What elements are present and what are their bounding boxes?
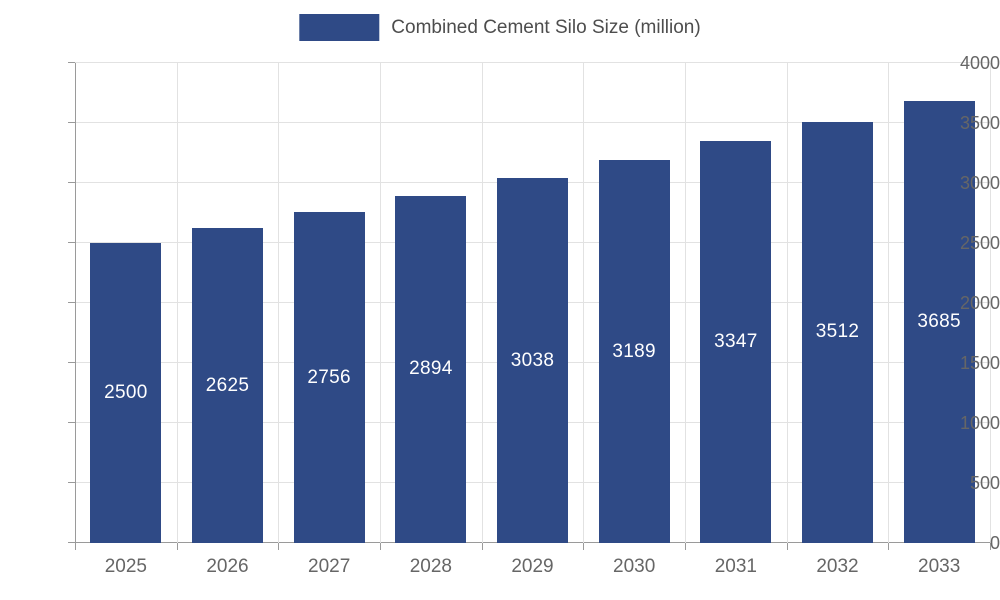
x-tick-mark [583,543,585,550]
bar-2032[interactable]: 3512 [801,121,874,543]
y-axis-line [75,63,76,543]
v-gridline [380,63,381,543]
bar-2029[interactable]: 3038 [496,178,569,543]
x-tick-label-2025: 2025 [104,556,147,577]
y-tick-mark [68,242,75,243]
y-tick-label: 1000 [959,413,1000,433]
bar-value-label: 3685 [917,310,961,332]
y-tick-label: 1500 [959,353,1000,373]
bar-value-label: 3512 [815,321,860,343]
legend-swatch [299,14,380,41]
v-gridline [481,63,483,543]
x-tick-mark [685,543,686,550]
legend-label: Combined Cement Silo Size (million) [391,16,701,38]
bar-value-label: 3189 [612,340,656,362]
bar-value-label: 2500 [104,382,148,403]
bar-2027[interactable]: 2756 [293,212,365,543]
bar-2028[interactable]: 2894 [395,195,467,543]
y-tick-mark [68,62,75,63]
h-gridline [75,62,990,63]
y-tick-mark [68,362,75,363]
bar-2025[interactable]: 2500 [90,243,162,543]
y-tick-label: 4000 [959,53,1000,73]
y-tick-label: 3500 [959,113,1000,133]
x-tick-mark [176,543,178,550]
v-gridline [583,63,585,543]
y-tick-label: 3000 [959,173,1000,193]
x-tick-label-2033: 2033 [918,556,961,577]
y-tick-label: 0 [989,533,1000,553]
bar-value-label: 2625 [205,374,250,396]
bar-value-label: 3347 [714,331,758,353]
x-tick-mark [786,543,788,550]
y-tick-mark [68,302,75,303]
y-tick-mark [68,482,75,483]
v-gridline [990,63,991,543]
v-gridline [176,63,178,543]
bar-value-label: 2894 [409,358,453,380]
x-tick-label-2032: 2032 [816,556,859,577]
y-tick-label: 2000 [959,293,1000,313]
x-tick-label-2027: 2027 [308,556,351,577]
y-tick-mark [68,542,75,543]
x-tick-mark [380,543,381,550]
x-tick-mark [75,543,76,550]
x-tick-mark [990,543,991,550]
x-tick-label-2030: 2030 [613,556,656,577]
v-gridline [278,63,280,543]
v-gridline [786,63,788,543]
x-tick-mark [278,543,280,550]
bar-2030[interactable]: 3189 [598,160,670,543]
x-tick-label-2026: 2026 [206,556,249,577]
v-gridline [888,63,890,543]
bar-2026[interactable]: 2625 [191,228,264,543]
y-tick-label: 500 [969,473,1000,493]
y-tick-mark [68,422,75,423]
bar-value-label: 2756 [307,366,351,388]
h-gridline [75,122,990,123]
y-tick-mark [68,122,75,123]
y-tick-mark [68,182,75,183]
legend[interactable]: Combined Cement Silo Size (million) [299,14,701,41]
x-tick-label-2028: 2028 [409,556,452,577]
x-tick-mark [888,543,890,550]
bar-2031[interactable]: 3347 [700,141,772,543]
x-tick-label-2031: 2031 [714,556,757,577]
x-tick-label-2029: 2029 [511,556,554,577]
bar-2033[interactable]: 3685 [903,100,975,543]
x-tick-mark [481,543,483,550]
plot-area: 2500 2625 2756 2894 3038 3189 3347 3512 3685 [68,62,991,550]
bar-value-label: 3038 [510,349,555,371]
y-tick-label: 2500 [959,233,1000,253]
v-gridline [685,63,686,543]
